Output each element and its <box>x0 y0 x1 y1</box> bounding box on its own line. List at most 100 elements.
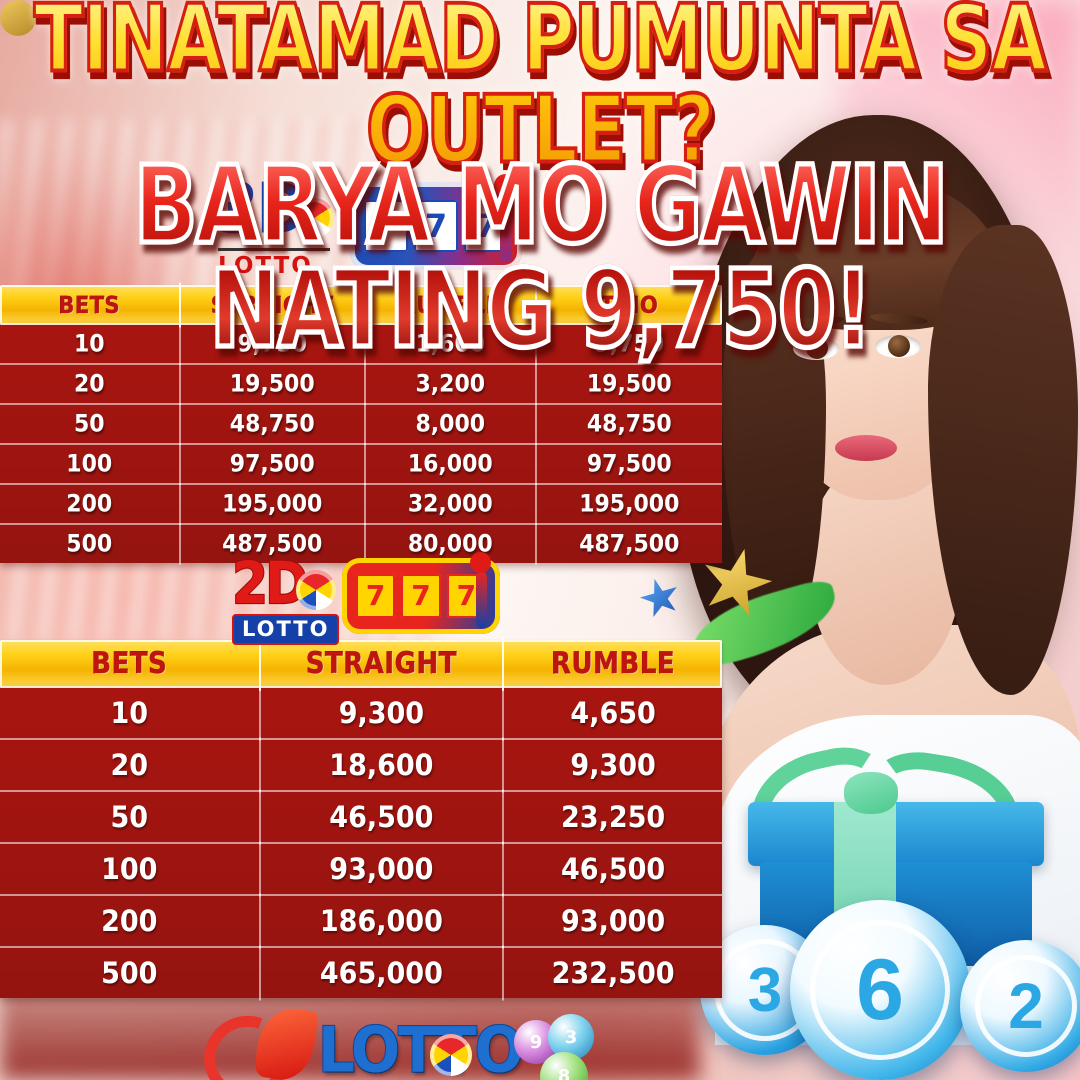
column-header: TRIO <box>537 283 722 328</box>
slot-reel: 7 <box>401 573 441 619</box>
table-2d-body: 10 9,300 4,650 20 18,600 9,300 50 46,500… <box>0 685 722 1001</box>
slot-reel: 7 <box>414 200 458 252</box>
cell-bets: 20 <box>0 363 181 405</box>
cell-straight: 9,750 <box>181 323 366 365</box>
table-row: 100 93,000 46,500 <box>0 841 722 897</box>
column-header: RUMBLE <box>366 282 537 328</box>
cell-rumble: 4,650 <box>570 695 656 731</box>
cell-straight: 186,000 <box>261 893 505 949</box>
cell-trio: 48,750 <box>586 410 672 438</box>
cell-bets: 50 <box>0 403 181 445</box>
table-row: 50 48,750 8,000 48,750 <box>0 403 722 445</box>
table-row: 20 19,500 3,200 19,500 <box>0 363 722 405</box>
cell-trio: 487,500 <box>579 530 680 558</box>
slot-reel: 7 <box>364 200 408 252</box>
cell-straight: 487,500 <box>181 523 366 565</box>
slot-reel: 7 <box>356 573 396 619</box>
ok-lotto-wordmark: LOTTO <box>317 1012 525 1080</box>
cell-trio: 195,000 <box>579 490 680 518</box>
column-header: STRAIGHT <box>181 282 366 328</box>
cell-rumble: 9,300 <box>570 747 656 783</box>
logo-2d-wordmark: 2D <box>231 550 309 618</box>
cell-bets: 100 <box>0 841 261 897</box>
column-header: BETS <box>0 282 181 328</box>
table-row: 100 97,500 16,000 97,500 <box>0 443 722 485</box>
table-3d-header: BETS STRAIGHT RUMBLE TRIO <box>0 282 722 328</box>
cell-straight: 19,500 <box>181 363 366 405</box>
column-header: BETS <box>0 637 261 691</box>
cell-rumble: 232,500 <box>551 955 675 991</box>
slot-lever-knob <box>494 174 517 197</box>
ok-flame-icon <box>253 1004 319 1080</box>
cell-rumble: 8,000 <box>366 403 537 445</box>
lotto-ball-small: 8 <box>540 1052 588 1080</box>
cell-straight: 46,500 <box>261 789 505 845</box>
cell-straight: 465,000 <box>261 945 505 1001</box>
pcso-seal-icon <box>430 1034 472 1076</box>
lotto-ball-number: 6 <box>856 941 904 1038</box>
table-2d: BETS STRAIGHT RUMBLE 10 9,300 4,650 20 1… <box>0 637 722 1001</box>
cell-trio: 9,750 <box>537 323 722 365</box>
lotto-ball: 2 <box>960 940 1080 1072</box>
lotto-ball: 6 <box>790 900 970 1080</box>
cell-straight: 18,600 <box>261 737 505 793</box>
cell-bets: 20 <box>0 737 261 793</box>
cell-straight: 9,300 <box>261 685 505 741</box>
logo-2d-subtitle: LOTTO <box>232 614 340 645</box>
cell-rumble: 16,000 <box>366 443 537 485</box>
lotto-ball-ring <box>809 919 951 1061</box>
table-row: 10 9,750 1,600 9,750 <box>0 323 722 365</box>
cell-bets: 100 <box>0 443 181 485</box>
cell-rumble: 1,600 <box>366 323 537 365</box>
table-row: 10 9,300 4,650 <box>0 685 722 741</box>
cell-bets: 10 <box>0 685 261 741</box>
table-row: 500 487,500 80,000 487,500 <box>0 523 722 565</box>
logo-ok-lotto: LOTTO 9 3 8 <box>190 1001 596 1080</box>
model-iris-right <box>888 335 910 357</box>
logo-3d-subtitle: LOTTO <box>218 248 330 278</box>
cell-straight: 195,000 <box>181 483 366 525</box>
model-iris-left <box>806 337 828 359</box>
gift-lid <box>748 802 1044 866</box>
model-lips <box>835 435 897 461</box>
lotto-ball-number: 3 <box>747 955 783 1025</box>
gift-bow-knot <box>844 772 898 814</box>
cell-rumble: 93,000 <box>561 903 666 939</box>
cell-straight: 97,500 <box>181 443 366 485</box>
slot-lever <box>500 196 511 262</box>
cell-rumble: 32,000 <box>366 483 537 525</box>
table-row: 20 18,600 9,300 <box>0 737 722 793</box>
cell-bets: 200 <box>0 483 181 525</box>
column-header: RUMBLE <box>551 647 676 681</box>
headline-line-2: BARYA MO GAWIN NATING 9,750! <box>0 151 1080 367</box>
column-header: STRAIGHT <box>261 637 505 691</box>
logo-3d-wordmark: 3D <box>216 174 308 243</box>
cell-bets: 200 <box>0 893 261 949</box>
cell-bets: 500 <box>0 523 181 565</box>
logo-2d-lotto: 2D LOTTO 7 7 7 <box>231 550 500 645</box>
lotto-ball-number: 2 <box>1008 970 1044 1042</box>
cell-rumble: 3,200 <box>366 363 537 405</box>
table-row: 200 186,000 93,000 <box>0 893 722 949</box>
headline-block: TINATAMAD PUMUNTA SA OUTLET? BARYA MO GA… <box>0 0 1080 367</box>
table-row: 50 46,500 23,250 <box>0 789 722 845</box>
slot-lever <box>476 572 487 628</box>
table-row: 500 465,000 232,500 <box>0 945 722 1001</box>
pcso-seal-icon <box>296 570 336 610</box>
gold-coin-decor <box>0 0 36 36</box>
table-2d-header: BETS STRAIGHT RUMBLE <box>0 637 722 691</box>
cell-straight: 48,750 <box>181 403 366 445</box>
table-3d: BETS STRAIGHT RUMBLE TRIO 10 9,750 1,600… <box>0 282 722 565</box>
cell-bets: 500 <box>0 945 261 1001</box>
cell-bets: 10 <box>0 323 181 365</box>
cell-rumble: 23,250 <box>561 799 666 835</box>
logo-3d-lotto: 3D LOTTO 7 7 7 <box>216 174 522 280</box>
cell-bets: 50 <box>0 789 261 845</box>
table-row: 200 195,000 32,000 195,000 <box>0 483 722 525</box>
cell-rumble: 46,500 <box>561 851 666 887</box>
pcso-seal-icon <box>294 198 334 238</box>
table-3d-body: 10 9,750 1,600 9,750 20 19,500 3,200 19,… <box>0 323 722 565</box>
headline-line-1: TINATAMAD PUMUNTA SA OUTLET? <box>0 0 1080 178</box>
cell-straight: 93,000 <box>261 841 505 897</box>
